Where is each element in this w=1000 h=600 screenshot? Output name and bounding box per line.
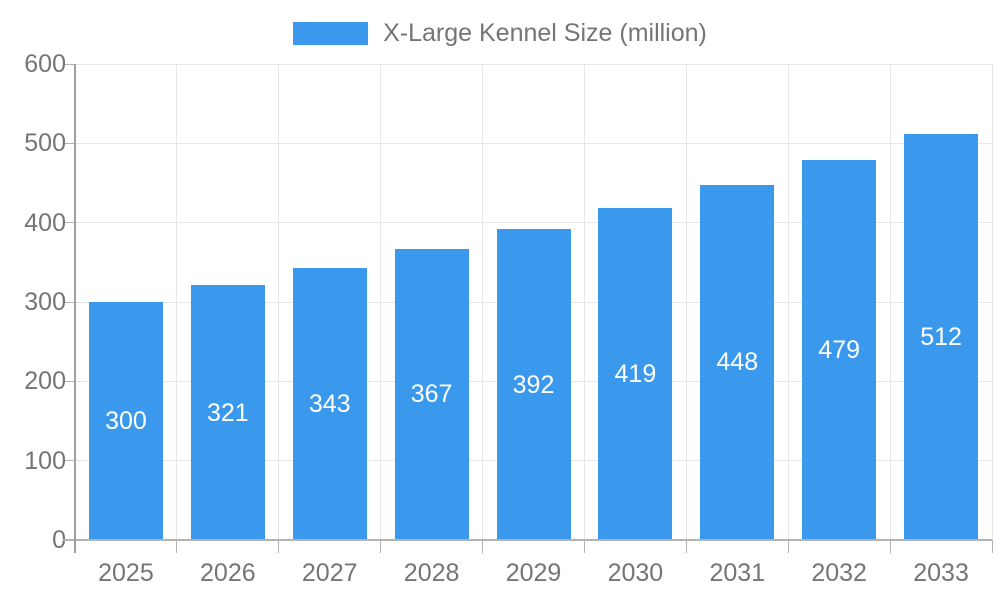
bar-2032[interactable] bbox=[802, 159, 877, 540]
gridline-vertical bbox=[176, 64, 178, 540]
y-axis-tick bbox=[63, 222, 75, 224]
x-axis-label: 2033 bbox=[913, 559, 969, 587]
gridline-vertical bbox=[583, 64, 585, 540]
bar-value-label: 367 bbox=[410, 380, 453, 409]
gridline-vertical bbox=[278, 64, 280, 540]
y-axis-label: 600 bbox=[24, 50, 66, 78]
bar-2025[interactable] bbox=[88, 302, 163, 540]
y-axis-label: 100 bbox=[24, 446, 66, 475]
bar-value-label: 479 bbox=[818, 335, 861, 364]
bar-2029[interactable] bbox=[496, 229, 571, 540]
gridline-vertical bbox=[482, 64, 484, 540]
y-axis-label: 200 bbox=[24, 367, 66, 396]
gridline-horizontal bbox=[75, 142, 992, 144]
gridline-horizontal bbox=[75, 222, 992, 224]
bar-value-label: 392 bbox=[512, 370, 555, 399]
bar-2028[interactable] bbox=[394, 248, 469, 540]
x-axis-tick bbox=[583, 540, 585, 553]
y-axis-label: 0 bbox=[52, 526, 66, 554]
legend: X-Large Kennel Size (million) bbox=[0, 19, 1000, 48]
x-axis-label: 2032 bbox=[811, 559, 867, 587]
x-axis-tick bbox=[176, 540, 178, 553]
y-axis-line bbox=[74, 64, 76, 553]
bar-2027[interactable] bbox=[292, 267, 367, 540]
y-axis-tick bbox=[63, 460, 75, 462]
y-axis-label: 500 bbox=[24, 129, 66, 158]
x-axis-tick bbox=[685, 540, 687, 553]
x-axis-tick bbox=[787, 540, 789, 553]
bar-value-label: 419 bbox=[614, 359, 657, 388]
x-axis-label: 2029 bbox=[505, 559, 562, 587]
x-axis-label: 2028 bbox=[403, 559, 460, 587]
bar-value-label: 343 bbox=[308, 389, 351, 418]
x-axis-tick bbox=[889, 540, 891, 553]
y-axis-tick bbox=[63, 142, 75, 144]
y-axis-tick bbox=[63, 301, 75, 303]
x-axis-label: 2030 bbox=[607, 559, 664, 587]
gridline-vertical bbox=[685, 64, 687, 540]
gridline-vertical bbox=[889, 64, 891, 540]
bar-2030[interactable] bbox=[598, 207, 673, 540]
legend-label: X-Large Kennel Size (million) bbox=[383, 19, 707, 47]
gridline-vertical bbox=[380, 64, 382, 540]
x-axis-tick bbox=[991, 540, 993, 553]
y-axis-tick bbox=[63, 380, 75, 382]
bar-value-label: 321 bbox=[206, 398, 249, 427]
bar-2031[interactable] bbox=[700, 184, 775, 540]
x-axis-label: 2027 bbox=[301, 559, 358, 587]
bar-value-label: 448 bbox=[716, 348, 759, 377]
x-axis-tick bbox=[380, 540, 382, 553]
bar-value-label: 512 bbox=[920, 322, 962, 351]
x-axis-label: 2025 bbox=[98, 559, 154, 587]
x-axis-tick bbox=[278, 540, 280, 553]
legend-swatch bbox=[293, 22, 369, 45]
x-axis-tick bbox=[482, 540, 484, 553]
x-axis-label: 2026 bbox=[200, 559, 256, 587]
gridline-horizontal bbox=[75, 63, 992, 65]
bar-value-label: 300 bbox=[105, 407, 147, 435]
y-axis-tick bbox=[63, 63, 75, 65]
y-axis-label: 400 bbox=[24, 208, 66, 237]
bar-2033[interactable] bbox=[904, 133, 979, 540]
x-axis-label: 2031 bbox=[709, 559, 766, 587]
y-axis-label: 300 bbox=[24, 288, 66, 316]
gridline-vertical bbox=[787, 64, 789, 540]
x-axis-line bbox=[63, 539, 992, 541]
bar-2026[interactable] bbox=[190, 285, 265, 540]
gridline-vertical bbox=[991, 64, 993, 540]
